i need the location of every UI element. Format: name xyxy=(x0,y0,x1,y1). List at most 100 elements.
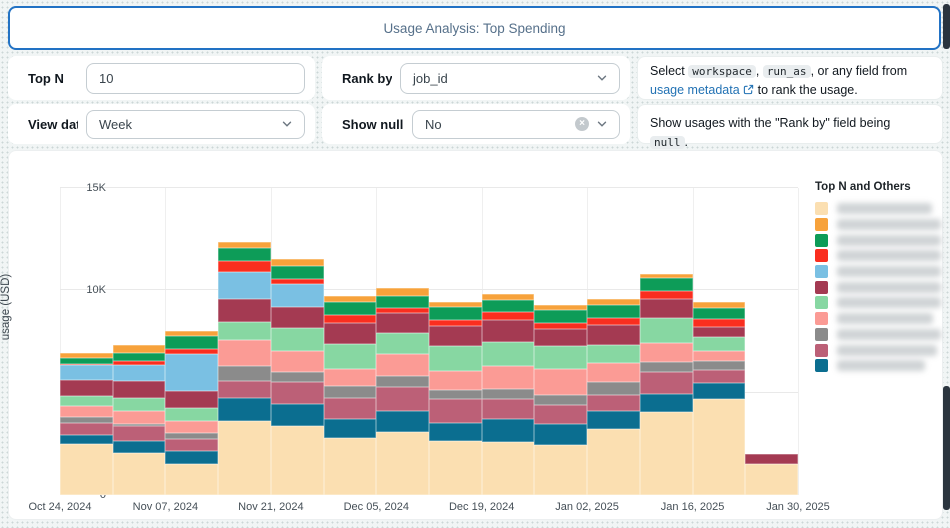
bar-segment-blurred-entry-pink[interactable] xyxy=(534,368,588,395)
bar-segment-blurred-entry-pink[interactable] xyxy=(692,350,746,361)
bar-segment-blurred-entry-tan[interactable] xyxy=(165,463,219,495)
bar-segment-blurred-entry-lgreen[interactable] xyxy=(218,321,271,340)
bar-segment-blurred-entry-gray[interactable] xyxy=(165,432,219,439)
scrollbar-thumb-bottom[interactable] xyxy=(943,386,950,510)
bar-segment-blurred-entry-lgreen[interactable] xyxy=(481,341,535,366)
bar-segment-blurred-entry-maroon[interactable] xyxy=(165,390,219,408)
stacked-bar-dec-05-2024[interactable] xyxy=(376,288,430,495)
stacked-bar-jan-23-2025[interactable] xyxy=(745,453,799,495)
bar-segment-blurred-entry-gray[interactable] xyxy=(270,372,324,383)
bar-segment-blurred-entry-pink[interactable] xyxy=(429,370,482,390)
bar-segment-blurred-entry-lgreen[interactable] xyxy=(587,344,640,363)
bar-segment-blurred-entry-pink[interactable] xyxy=(376,353,430,376)
bar-segment-blurred-entry-orange[interactable] xyxy=(481,294,535,301)
rank-by-select[interactable]: job_id xyxy=(400,62,620,94)
bar-segment-blurred-entry-pink[interactable] xyxy=(639,342,693,362)
bar-segment-blurred-entry-maroon[interactable] xyxy=(218,298,271,322)
bar-segment-blurred-entry-green[interactable] xyxy=(376,296,430,309)
bar-segment-blurred-entry-lgreen[interactable] xyxy=(60,395,113,407)
bar-segment-blurred-entry-teal[interactable] xyxy=(692,382,746,399)
bar-segment-blurred-entry-gray[interactable] xyxy=(639,361,693,373)
bar-segment-blurred-entry-lgreen[interactable] xyxy=(639,318,693,343)
bar-segment-blurred-entry-tan[interactable] xyxy=(534,444,588,495)
bar-segment-blurred-entry-orange[interactable] xyxy=(323,296,377,302)
bar-segment-blurred-entry-lgreen[interactable] xyxy=(165,407,219,421)
bar-segment-blurred-entry-green[interactable] xyxy=(639,278,693,292)
bar-segment-blurred-entry-mauve[interactable] xyxy=(587,394,640,411)
legend-item-1[interactable] xyxy=(815,201,941,217)
bar-segment-blurred-entry-teal[interactable] xyxy=(429,422,482,441)
bar-segment-blurred-entry-red[interactable] xyxy=(481,312,535,321)
bar-segment-blurred-entry-gray[interactable] xyxy=(534,394,588,405)
legend-item-11[interactable] xyxy=(815,358,941,374)
bar-segment-blurred-entry-mauve[interactable] xyxy=(112,425,166,441)
bar-segment-blurred-entry-mauve[interactable] xyxy=(534,404,588,424)
bar-segment-blurred-entry-lgreen[interactable] xyxy=(376,333,430,354)
legend-item-3[interactable] xyxy=(815,232,941,248)
bar-segment-blurred-entry-orange[interactable] xyxy=(60,352,113,358)
bar-segment-blurred-entry-teal[interactable] xyxy=(481,418,535,442)
bar-segment-blurred-entry-lgreen[interactable] xyxy=(534,345,588,369)
bar-segment-blurred-entry-green[interactable] xyxy=(534,309,588,323)
bar-segment-blurred-entry-orange[interactable] xyxy=(429,302,482,308)
bar-segment-blurred-entry-lgreen[interactable] xyxy=(429,345,482,371)
bar-segment-blurred-entry-orange[interactable] xyxy=(218,242,271,249)
bar-segment-blurred-entry-pink[interactable] xyxy=(587,362,640,382)
bar-segment-blurred-entry-green[interactable] xyxy=(692,307,746,320)
bar-segment-blurred-entry-maroon[interactable] xyxy=(323,323,377,344)
bar-segment-blurred-entry-green[interactable] xyxy=(60,357,113,365)
bar-segment-blurred-entry-mauve[interactable] xyxy=(692,369,746,383)
stacked-bar-nov-21-2024[interactable] xyxy=(270,258,324,495)
bar-segment-blurred-entry-green[interactable] xyxy=(481,300,535,313)
stacked-bar-oct-31-2024[interactable] xyxy=(112,344,166,495)
legend-item-4[interactable] xyxy=(815,248,941,264)
bar-segment-blurred-entry-gray[interactable] xyxy=(323,385,377,398)
bar-segment-blurred-entry-mauve[interactable] xyxy=(639,372,693,394)
bar-segment-blurred-entry-orange[interactable] xyxy=(587,298,640,305)
bar-segment-blurred-entry-red[interactable] xyxy=(270,278,324,284)
stacked-bar-jan-02-2025[interactable] xyxy=(587,298,640,495)
bar-segment-blurred-entry-lgreen[interactable] xyxy=(323,343,377,369)
bar-segment-blurred-entry-orange[interactable] xyxy=(639,274,693,279)
stacked-bar-nov-07-2024[interactable] xyxy=(165,330,219,495)
bar-segment-blurred-entry-maroon[interactable] xyxy=(692,326,746,338)
bar-segment-blurred-entry-red[interactable] xyxy=(376,308,430,314)
bar-segment-blurred-entry-orange[interactable] xyxy=(270,258,324,266)
bar-segment-blurred-entry-maroon[interactable] xyxy=(112,380,166,398)
legend-item-9[interactable] xyxy=(815,327,941,343)
bar-segment-blurred-entry-orange[interactable] xyxy=(692,302,746,308)
bar-segment-blurred-entry-gray[interactable] xyxy=(112,423,166,426)
bar-segment-blurred-entry-orange[interactable] xyxy=(534,304,588,310)
bar-segment-blurred-entry-red[interactable] xyxy=(112,360,166,365)
bar-segment-blurred-entry-mauve[interactable] xyxy=(270,382,324,404)
bar-segment-blurred-entry-tan[interactable] xyxy=(745,463,799,495)
bar-segment-blurred-entry-red[interactable] xyxy=(534,322,588,329)
usage-metadata-link[interactable]: usage metadata xyxy=(650,83,740,98)
bar-segment-blurred-entry-pink[interactable] xyxy=(165,420,219,433)
bar-segment-blurred-entry-maroon[interactable] xyxy=(639,298,693,319)
bar-segment-blurred-entry-red[interactable] xyxy=(587,318,640,325)
bar-segment-blurred-entry-red[interactable] xyxy=(218,261,271,273)
bar-segment-blurred-entry-tan[interactable] xyxy=(112,452,166,495)
bar-segment-blurred-entry-teal[interactable] xyxy=(112,440,166,453)
bar-segment-blurred-entry-orange[interactable] xyxy=(112,344,166,353)
stacked-bar-oct-24-2024[interactable] xyxy=(60,352,113,495)
view-data-select[interactable]: Week xyxy=(86,109,305,139)
bar-segment-blurred-entry-green[interactable] xyxy=(165,335,219,349)
stacked-bar-nov-28-2024[interactable] xyxy=(323,296,377,495)
bar-segment-blurred-entry-lgreen[interactable] xyxy=(270,327,324,351)
bar-segment-blurred-entry-pink[interactable] xyxy=(60,406,113,417)
bar-segment-blurred-entry-gray[interactable] xyxy=(376,375,430,388)
bar-segment-blurred-entry-red[interactable] xyxy=(639,291,693,299)
bar-segment-blurred-entry-orange[interactable] xyxy=(165,330,219,336)
bar-segment-blurred-entry-tan[interactable] xyxy=(429,440,482,495)
bar-segment-blurred-entry-lgreen[interactable] xyxy=(692,337,746,351)
bar-segment-blurred-entry-mauve[interactable] xyxy=(323,397,377,419)
bar-segment-blurred-entry-tan[interactable] xyxy=(323,437,377,495)
legend-item-8[interactable] xyxy=(815,311,941,327)
bar-segment-blurred-entry-mauve[interactable] xyxy=(165,438,219,451)
bar-segment-blurred-entry-maroon[interactable] xyxy=(376,313,430,334)
clear-selection-icon[interactable]: × xyxy=(575,117,589,131)
bar-segment-blurred-entry-maroon[interactable] xyxy=(587,324,640,345)
